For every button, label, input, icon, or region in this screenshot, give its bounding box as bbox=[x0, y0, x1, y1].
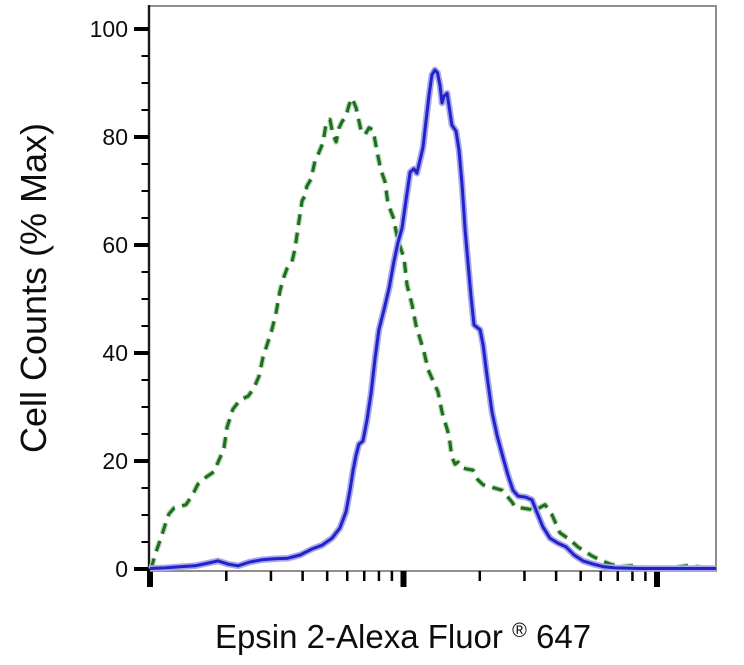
y-axis-tick-labels: 0 20 40 60 80 100 bbox=[90, 16, 128, 582]
y-tick-label: 60 bbox=[102, 232, 128, 258]
y-tick-label: 100 bbox=[90, 16, 128, 42]
y-tick-label: 80 bbox=[102, 124, 128, 150]
plot-frame bbox=[147, 5, 717, 572]
y-tick-label: 0 bbox=[115, 556, 128, 582]
x-axis-title-main: Epsin 2-Alexa Fluor bbox=[215, 618, 503, 655]
blue-solid-histogram bbox=[149, 68, 717, 570]
x-axis-ticks bbox=[147, 571, 660, 587]
y-tick-label: 40 bbox=[102, 340, 128, 366]
registered-trademark-symbol: ® bbox=[512, 620, 527, 642]
x-axis-title-suffix: 647 bbox=[536, 618, 591, 655]
histogram-curves bbox=[148, 66, 717, 572]
x-axis-title: Epsin 2-Alexa Fluor ® 647 bbox=[215, 607, 591, 655]
y-tick-label: 20 bbox=[102, 448, 128, 474]
green-dashed-histogram bbox=[149, 96, 717, 571]
y-axis-title: Cell Counts (% Max) bbox=[13, 123, 54, 453]
green-dashed-histogram-halo bbox=[148, 95, 717, 572]
blue-solid-histogram-halo bbox=[149, 66, 717, 572]
y-axis-ticks bbox=[134, 27, 149, 571]
